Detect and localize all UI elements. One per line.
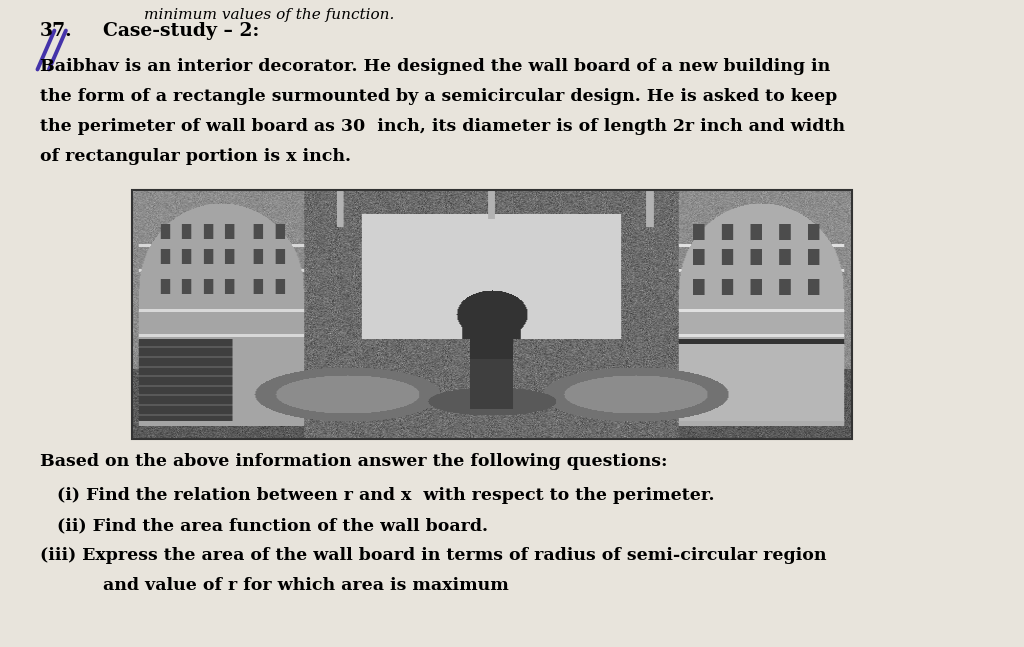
Text: Based on the above information answer the following questions:: Based on the above information answer th…	[40, 453, 668, 470]
Text: Baibhav is an interior decorator. He designed the wall board of a new building i: Baibhav is an interior decorator. He des…	[40, 58, 830, 75]
Text: minimum values of the function.: minimum values of the function.	[143, 8, 394, 22]
Text: (ii) Find the area function of the wall board.: (ii) Find the area function of the wall …	[57, 517, 488, 534]
Bar	[132, 190, 852, 439]
Text: and value of r for which area is maximum: and value of r for which area is maximum	[67, 577, 509, 594]
Text: of rectangular portion is x inch.: of rectangular portion is x inch.	[40, 148, 351, 165]
Text: (iii) Express the area of the wall board in terms of radius of semi-circular reg: (iii) Express the area of the wall board…	[40, 547, 826, 564]
Text: the form of a rectangle surmounted by a semicircular design. He is asked to keep: the form of a rectangle surmounted by a …	[40, 88, 838, 105]
Text: Case-study – 2:: Case-study – 2:	[103, 22, 260, 40]
Text: (i) Find the relation between r and x  with respect to the perimeter.: (i) Find the relation between r and x wi…	[57, 487, 715, 504]
Text: 37.: 37.	[40, 22, 73, 40]
Text: the perimeter of wall board as 30  inch, its diameter is of length 2r inch and w: the perimeter of wall board as 30 inch, …	[40, 118, 845, 135]
